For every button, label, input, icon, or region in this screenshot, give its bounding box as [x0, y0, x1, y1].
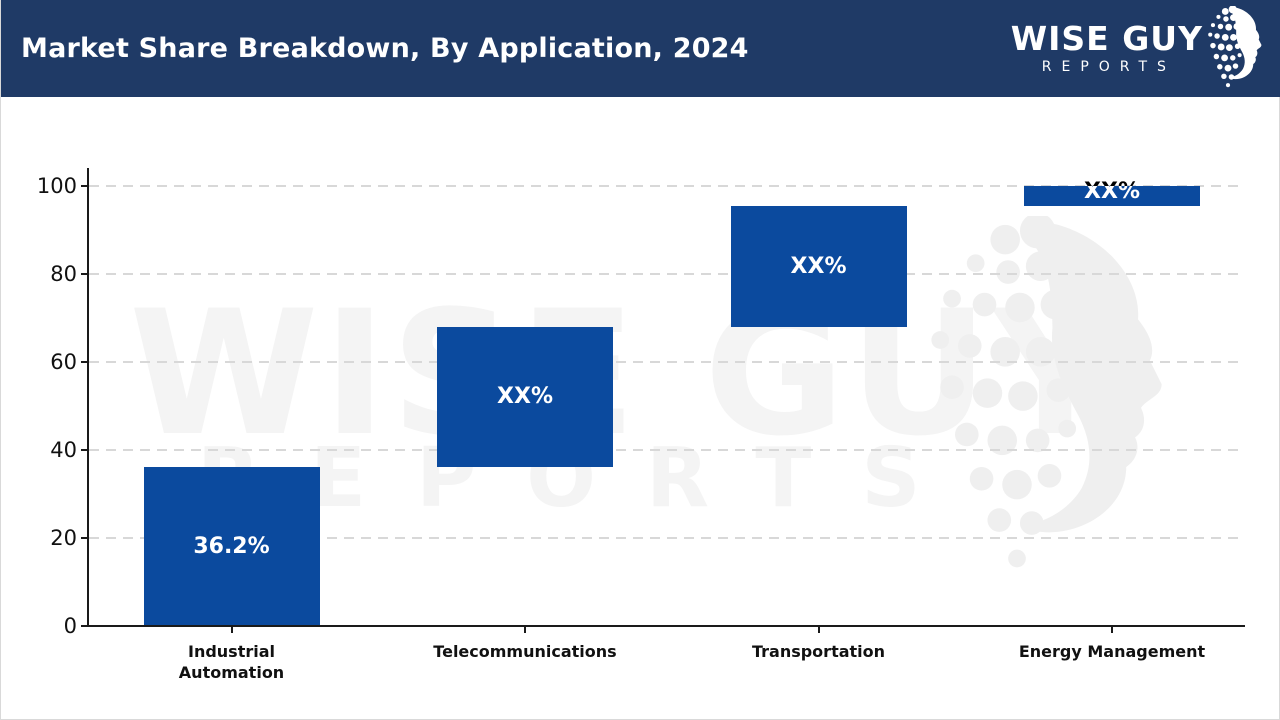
x-axis-tick [1111, 627, 1113, 633]
chart-title: Market Share Breakdown, By Application, … [21, 33, 749, 64]
y-axis-tick [81, 361, 89, 363]
x-axis-tick [230, 627, 233, 633]
logo-wordmark: WISE GUY [1010, 19, 1203, 58]
gridline [89, 273, 1244, 275]
logo-text: WISE GUY REPORTS [1011, 22, 1203, 75]
bar-value-label: XX% [497, 384, 553, 410]
bar-energy-management: XX% [1024, 186, 1200, 206]
y-axis-tick [81, 537, 89, 539]
x-category-label: Transportation [751, 642, 886, 661]
y-tick-label: 0 [63, 614, 77, 638]
header-bar: Market Share Breakdown, By Application, … [1, 0, 1280, 97]
y-axis-tick [81, 185, 89, 187]
x-category-label: Telecommunications [433, 642, 617, 661]
dotted-head-logo-icon [1208, 5, 1262, 87]
watermark-wordmark: WISE GUY [129, 273, 1122, 474]
gridline [89, 449, 1244, 451]
x-category-label: Energy Management [1018, 642, 1206, 661]
bar-value-label: 36.2% [193, 533, 270, 559]
gridline [89, 185, 1244, 187]
x-axis-tick [524, 627, 526, 633]
y-axis-line [87, 168, 89, 627]
bar-industrial-automation: 36.2% [143, 466, 320, 626]
watermark-dotted-head-icon [931, 216, 1162, 568]
bar-value-label: XX% [1084, 186, 1140, 204]
y-axis-tick [81, 449, 89, 451]
bar-telecommunications: XX% [437, 326, 613, 467]
gridline [89, 537, 1244, 539]
bar-value-label: XX% [790, 253, 847, 279]
x-axis-tick [817, 627, 820, 633]
y-axis-tick [81, 273, 89, 275]
y-tick-label: 100 [36, 174, 77, 198]
gridline [89, 361, 1244, 363]
x-category-label: Industrial Automation [178, 642, 285, 682]
logo-subtitle: REPORTS [1041, 59, 1176, 75]
bar-transportation: XX% [730, 205, 907, 327]
x-axis-line [87, 625, 1245, 627]
y-axis-tick [81, 625, 89, 627]
wise-guy-reports-logo: WISE GUY REPORTS [1011, 5, 1267, 92]
y-tick-label: 80 [50, 262, 77, 286]
y-tick-label: 40 [50, 438, 77, 462]
y-tick-label: 60 [50, 350, 77, 374]
y-tick-label: 20 [50, 526, 77, 550]
